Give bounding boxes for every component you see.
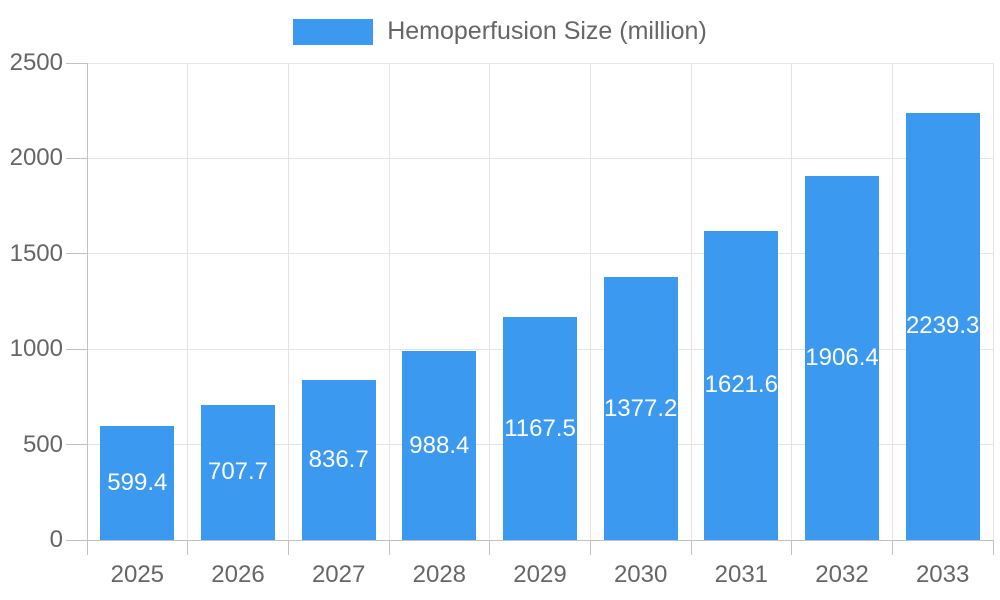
bar-2027[interactable]: 836.7 [301,380,376,540]
y-axis-tick-label: 0 [49,526,63,553]
gridline-vertical [690,63,692,540]
gridline-vertical [891,63,893,540]
y-axis-tick [66,157,87,159]
bar-2032[interactable]: 1906.4 [805,176,879,540]
bar-2033[interactable]: 2239.3 [905,112,980,540]
bar-value-label: 599.4 [107,468,168,496]
x-axis-tick-label: 2027 [311,561,366,588]
legend-label: Hemoperfusion Size (million) [387,17,707,45]
bar-2030[interactable]: 1377.2 [603,277,678,540]
x-axis-tick-label: 2033 [915,561,970,588]
bar-2026[interactable]: 707.7 [201,404,275,540]
x-axis-tick-label: 2030 [613,561,668,588]
y-axis-tick-label: 1000 [9,335,63,363]
legend[interactable]: Hemoperfusion Size (million) [0,17,1000,46]
gridline-vertical [589,63,591,540]
y-axis-tick [66,444,87,446]
bar-2028[interactable]: 988.4 [402,351,477,540]
gridline-vertical [187,63,189,540]
x-axis-tick [489,540,491,555]
y-axis-tick-label: 2000 [9,144,63,172]
y-axis-tick [66,539,87,541]
y-axis-tick [66,62,87,64]
bar-value-label: 1906.4 [805,344,879,372]
x-axis-tick [388,540,390,555]
gridline-vertical [791,63,793,540]
x-axis-tick [791,540,793,555]
gridline-horizontal [87,157,993,159]
bar-value-label: 2239.3 [905,312,980,340]
x-axis-tick [187,540,189,555]
bar-value-label: 988.4 [409,431,470,459]
y-axis-tick-label: 1500 [9,239,63,267]
bar-value-label: 707.7 [207,458,269,486]
gridline-horizontal [87,253,993,255]
legend-swatch-icon [293,18,374,45]
bar-value-label: 1621.6 [704,371,779,399]
gridline-vertical [992,63,994,540]
x-axis-tick-label: 2028 [412,561,467,588]
x-axis-tick [891,540,893,555]
x-axis-tick [589,540,591,555]
y-axis-tick-label: 500 [22,430,63,458]
y-axis-line [86,63,88,555]
x-axis-tick-label: 2032 [815,561,869,588]
plot-area: 599.4 707.7 836.7 988.4 1167.5 1377.2 1621.6 19… [87,62,994,540]
gridline-vertical [287,63,289,540]
x-axis-line [87,539,993,541]
bar-value-label: 1377.2 [603,394,678,422]
y-axis-tick [66,253,87,255]
bar-2031[interactable]: 1621.6 [704,230,779,540]
gridline-horizontal [87,62,993,64]
y-axis-tick [66,348,87,350]
y-axis-tick-label: 2500 [9,49,63,76]
x-axis-tick-label: 2029 [513,561,567,588]
gridline-vertical [388,63,390,540]
gridline-vertical [489,63,491,540]
bar-2029[interactable]: 1167.5 [503,317,577,540]
x-axis-tick-label: 2026 [211,561,265,588]
x-axis-tick-label: 2025 [110,561,165,588]
x-axis-tick-label: 2031 [714,561,769,588]
x-axis-tick [690,540,692,555]
bar-2025[interactable]: 599.4 [100,425,175,540]
bar-value-label: 836.7 [308,446,369,474]
x-axis-tick [992,540,994,555]
x-axis-tick [287,540,289,555]
bar-value-label: 1167.5 [504,414,576,442]
